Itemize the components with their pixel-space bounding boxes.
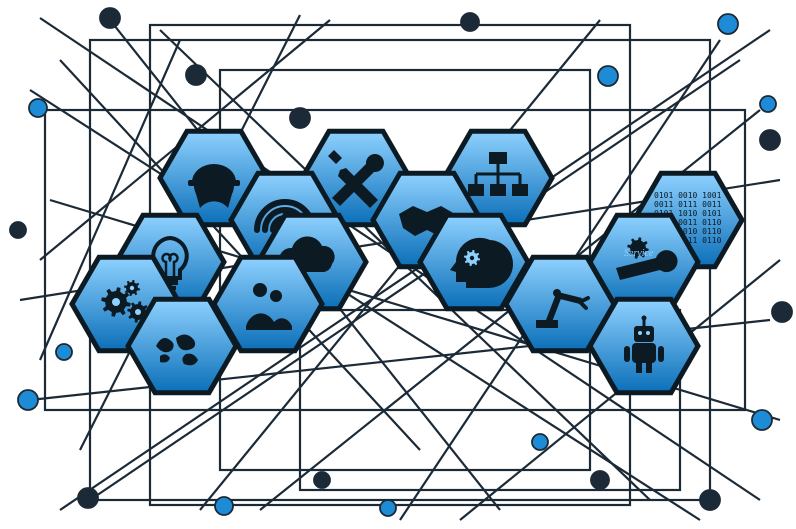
- network-node: [100, 8, 120, 28]
- network-node: [186, 65, 206, 85]
- service-label: Service: [624, 248, 654, 259]
- binary-row: 0101 0010 1001: [654, 191, 722, 200]
- network-node: [598, 66, 618, 86]
- network-node: [772, 302, 792, 322]
- hex-cells-layer: 0101 0010 10010011 0111 00110101 1010 01…: [72, 131, 742, 393]
- hex-service: Service: [590, 215, 698, 309]
- network-node: [56, 344, 72, 360]
- network-node: [752, 410, 772, 430]
- network-node: [760, 96, 776, 112]
- network-node: [718, 14, 738, 34]
- network-node: [18, 390, 38, 410]
- network-node: [290, 108, 310, 128]
- network-node: [700, 490, 720, 510]
- network-node: [532, 434, 548, 450]
- binary-row: 0011 0111 0011: [654, 200, 722, 209]
- network-node: [380, 500, 396, 516]
- network-node: [314, 472, 330, 488]
- network-node: [760, 130, 780, 150]
- network-node: [29, 99, 47, 117]
- network-node: [461, 13, 479, 31]
- network-node: [78, 488, 98, 508]
- network-diagram: 0101 0010 10010011 0111 00110101 1010 01…: [0, 0, 796, 529]
- hex-robot: [590, 299, 698, 393]
- hex-worldmap: [128, 299, 236, 393]
- network-node: [215, 497, 233, 515]
- network-node: [591, 471, 609, 489]
- network-node: [10, 222, 26, 238]
